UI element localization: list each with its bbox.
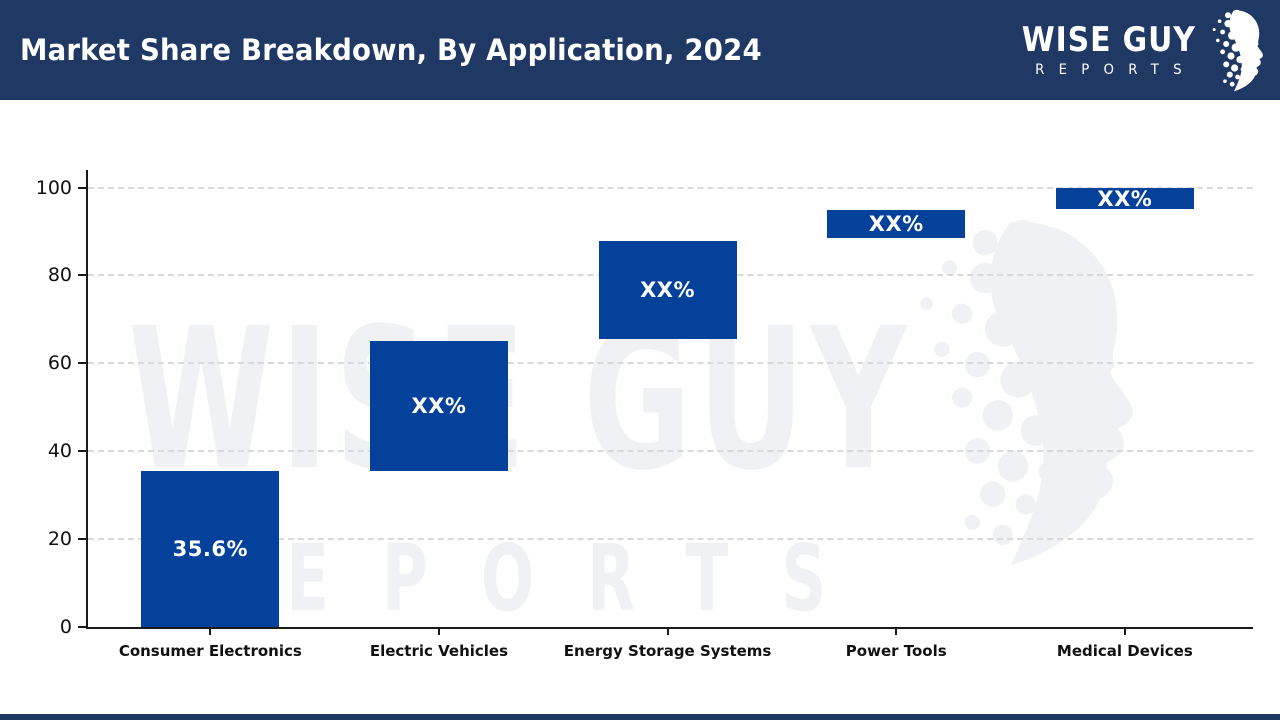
- gridline: [88, 186, 1253, 189]
- y-tick-mark: [78, 362, 86, 365]
- brand-logo: WISE GUY REPORTS: [998, 7, 1270, 93]
- bar-value-label: XX%: [1097, 186, 1153, 211]
- x-tick-mark: [1123, 627, 1126, 635]
- bar-value-label: XX%: [868, 212, 924, 237]
- y-tick-mark: [78, 186, 86, 189]
- brand-logo-text: WISE GUY REPORTS: [998, 23, 1196, 78]
- watermark-wordmark: WISE GUY: [128, 286, 912, 513]
- y-tick-label: 60: [47, 352, 72, 375]
- x-tick-mark: [209, 627, 212, 635]
- page-title: Market Share Breakdown, By Application, …: [20, 33, 762, 67]
- x-tick-mark: [437, 627, 440, 635]
- bar: XX%: [1055, 186, 1194, 211]
- logo-wordmark: WISE GUY: [1021, 19, 1196, 60]
- y-tick-mark: [78, 450, 86, 453]
- logo-subtext: REPORTS: [1035, 61, 1196, 78]
- y-axis-line: [86, 170, 88, 629]
- plot-area: 0 20 40 60 80 100 35.6% Consumer Electronics XX%…: [36, 170, 1253, 660]
- y-tick-label: 20: [47, 528, 72, 551]
- y-tick-mark: [78, 274, 86, 277]
- y-tick-mark: [78, 626, 86, 628]
- bar: XX%: [827, 210, 966, 239]
- x-tick-label: Consumer Electronics: [118, 642, 302, 660]
- x-tick-mark: [895, 627, 898, 635]
- x-tick-label: Power Tools: [845, 642, 947, 660]
- gridline: [88, 362, 1253, 365]
- bar: XX%: [369, 340, 508, 471]
- bar-value-label: XX%: [640, 278, 696, 303]
- y-tick-label: 100: [35, 176, 72, 199]
- x-tick-label: Medical Devices: [1056, 642, 1193, 660]
- y-tick-label: 0: [59, 616, 72, 638]
- bar-value-label: 35.6%: [172, 536, 248, 561]
- y-tick-label: 80: [47, 264, 72, 287]
- x-tick-label: Energy Storage Systems: [563, 642, 772, 660]
- header: Market Share Breakdown, By Application, …: [0, 0, 1280, 100]
- footer-bar: [0, 714, 1280, 720]
- x-axis-line: [86, 627, 1253, 629]
- x-tick-mark: [666, 627, 669, 635]
- gridline: [88, 450, 1253, 453]
- bar-value-label: XX%: [411, 393, 467, 418]
- gridline: [88, 538, 1253, 541]
- x-tick-label: Electric Vehicles: [369, 642, 509, 660]
- y-tick-mark: [78, 538, 86, 541]
- watermark-subtext: REPORTS: [185, 525, 880, 632]
- bar: 35.6%: [141, 470, 280, 627]
- bar: XX%: [598, 241, 737, 340]
- y-tick-label: 40: [47, 440, 72, 463]
- brand-head-icon: [1212, 9, 1263, 92]
